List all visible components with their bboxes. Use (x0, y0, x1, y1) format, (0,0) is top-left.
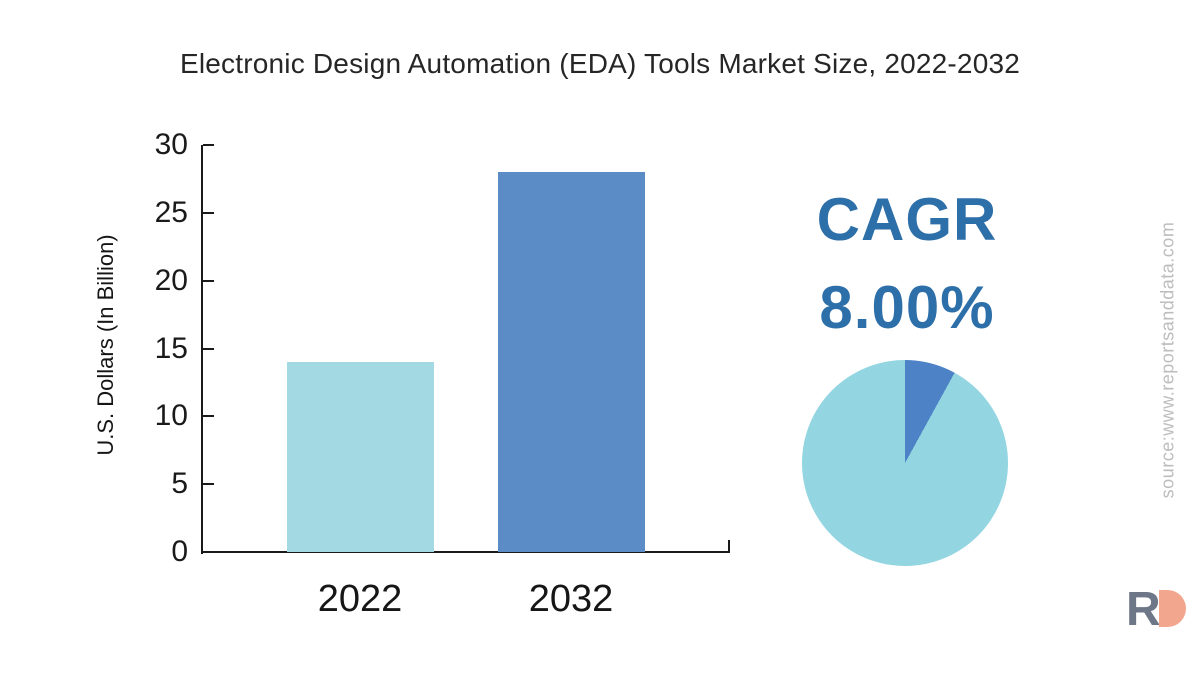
y-tick-label: 10 (154, 399, 188, 433)
cagr-block: CAGR 8.00% (757, 176, 1057, 352)
y-tick-mark (203, 144, 214, 146)
y-tick-label: 25 (154, 195, 188, 229)
y-tick-label: 0 (171, 535, 188, 568)
cagr-label: CAGR (816, 186, 998, 253)
x-category-label: 2022 (317, 578, 403, 620)
logo: R (1126, 583, 1186, 636)
source-watermark: source:www.reportsanddata.com (1157, 221, 1178, 499)
pie-chart (802, 360, 1008, 566)
logo-letter-r: R (1126, 583, 1161, 636)
bar-2022 (286, 362, 434, 552)
page-title: Electronic Design Automation (EDA) Tools… (179, 48, 1021, 79)
y-axis-label: U.S. Dollars (In Billion) (93, 234, 118, 456)
y-tick-label: 5 (171, 467, 188, 501)
y-tick-label: 20 (154, 263, 188, 297)
y-tick-mark (203, 347, 214, 350)
y-tick-label: 30 (154, 128, 188, 161)
y-axis-line (201, 145, 203, 554)
y-tick-mark (203, 211, 214, 214)
y-tick-mark (203, 279, 214, 282)
x-axis-end-tick (728, 540, 730, 552)
x-category-label: 2032 (528, 578, 614, 620)
y-tick-label: 15 (154, 331, 188, 365)
bar-2032 (497, 172, 645, 552)
logo-d-icon (1158, 589, 1186, 627)
y-tick-mark (203, 415, 214, 418)
x-axis-line (201, 551, 730, 553)
y-tick-mark (203, 483, 214, 486)
cagr-value: 8.00% (819, 274, 995, 341)
